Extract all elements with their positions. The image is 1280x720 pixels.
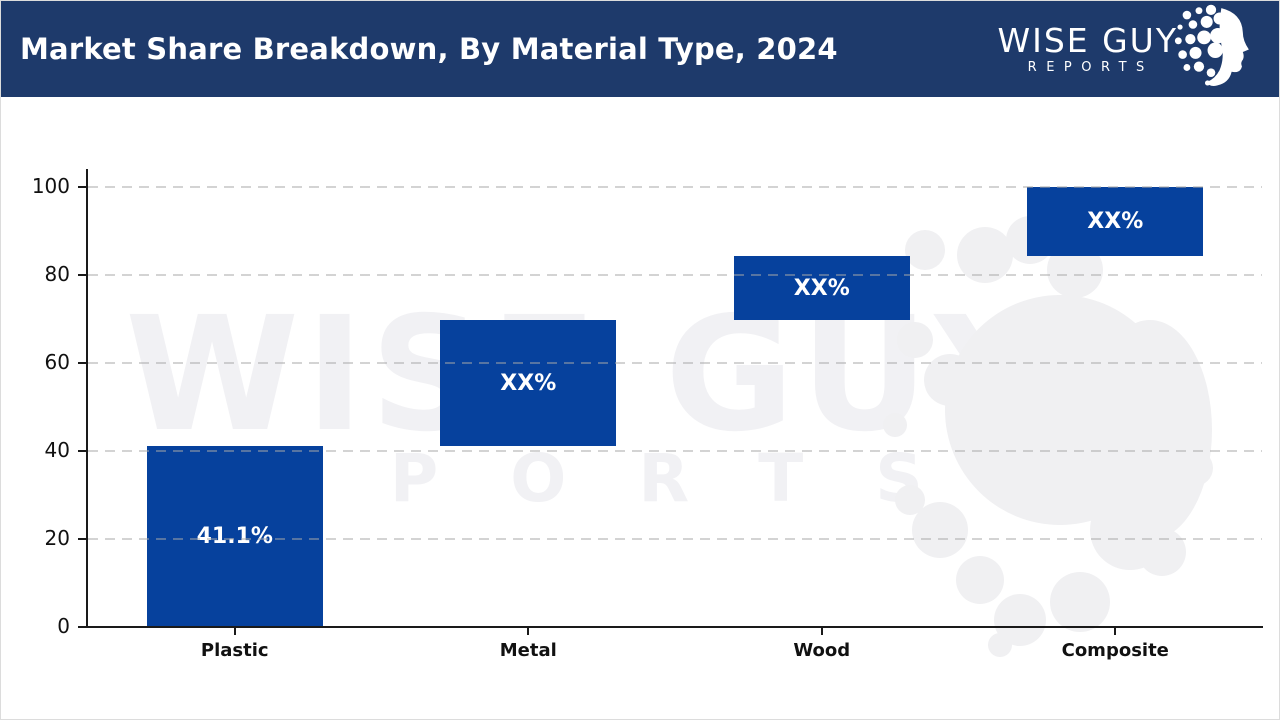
bar-value-label: XX% [500, 370, 557, 396]
logo-wordmark: WISE GUY REPORTS [997, 24, 1178, 74]
y-tick-mark [78, 273, 87, 276]
y-tick-label: 20 [44, 525, 70, 550]
bar-value-label: XX% [793, 275, 850, 301]
bar-composite: XX% [1027, 186, 1204, 257]
logo-line1: WISE GUY [997, 20, 1178, 60]
bar-value-label: 41.1% [196, 523, 273, 549]
x-tick-mark [233, 628, 236, 635]
gridline [88, 273, 1262, 276]
y-tick-label: 0 [57, 614, 70, 638]
gridline [88, 185, 1262, 188]
x-axis-line [86, 626, 1263, 628]
y-tick-mark [78, 185, 87, 188]
bar-metal: XX% [440, 320, 617, 446]
x-tick-label: Metal [499, 640, 557, 661]
logo-head-icon [1174, 4, 1249, 86]
gridline [88, 449, 1262, 452]
chart-title: Market Share Breakdown, By Material Type… [20, 31, 838, 66]
y-tick-mark [78, 626, 87, 628]
gridline [88, 537, 1262, 540]
y-tick-label: 40 [44, 437, 70, 462]
bar-plastic: 41.1% [146, 446, 323, 627]
x-tick-label: Wood [793, 640, 851, 661]
x-tick-mark [1114, 628, 1117, 635]
watermark-head-graphic [883, 216, 1213, 657]
y-tick-label: 60 [44, 349, 70, 374]
y-tick-mark [78, 449, 87, 452]
logo-line2: REPORTS [1027, 59, 1154, 75]
wiseguy-logo: WISE GUY REPORTS [997, 4, 1254, 89]
header: Market Share Breakdown, By Material Type… [0, 0, 1280, 97]
bar-value-label: XX% [1087, 208, 1144, 234]
x-tick-mark [527, 628, 530, 635]
x-tick-label: Composite [1061, 640, 1169, 661]
y-tick-label: 80 [44, 261, 70, 286]
y-tick-mark [78, 537, 87, 540]
y-tick-label: 100 [31, 173, 70, 198]
x-tick-label: Plastic [200, 640, 269, 661]
x-tick-mark [820, 628, 823, 635]
y-axis-line [86, 169, 88, 628]
bar-wood: XX% [733, 256, 910, 321]
y-tick-mark [78, 361, 87, 364]
gridline [88, 361, 1262, 364]
